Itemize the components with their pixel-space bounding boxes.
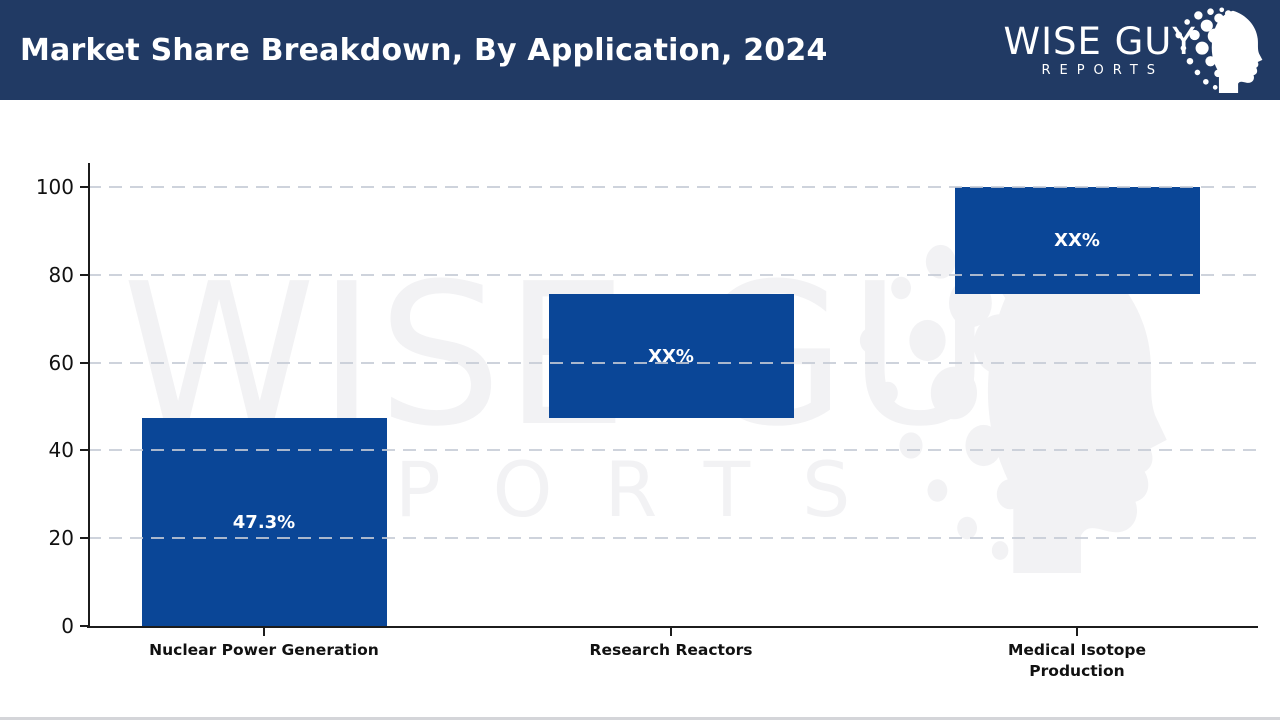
- watermark-face-icon: [859, 229, 1167, 573]
- y-tick-0: [80, 625, 89, 627]
- y-tick-label-0: 0: [61, 614, 74, 638]
- x-category-label: Research Reactors: [589, 641, 753, 659]
- bar-value-label: 47.3%: [232, 511, 296, 533]
- gridline-100: [88, 186, 1258, 188]
- bar-value-label: XX%: [648, 345, 694, 367]
- y-tick-100: [80, 186, 89, 188]
- y-tick-20: [80, 537, 89, 540]
- wiseguy-logo: WISE GUY REPORTS: [1004, 7, 1266, 93]
- y-axis-line: [88, 163, 90, 628]
- y-tick-40: [80, 449, 89, 452]
- x-tick-2: [1076, 628, 1078, 636]
- watermark: WISE GUY REPORTS: [0, 100, 1280, 718]
- gridline-40: [88, 449, 1258, 452]
- gridline-80: [88, 273, 1258, 276]
- x-tick-1: [670, 628, 672, 636]
- y-tick-80: [80, 273, 89, 276]
- wiseguy-logo-text: WISE GUY REPORTS: [1004, 23, 1196, 78]
- page-title: Market Share Breakdown, By Application, …: [20, 32, 828, 68]
- bar-segment: 47.3%: [141, 418, 387, 626]
- y-tick-label-60: 60: [48, 350, 74, 375]
- y-tick-label-80: 80: [48, 262, 74, 287]
- wiseguy-face-icon: [1175, 7, 1263, 93]
- x-tick-0: [263, 628, 265, 636]
- x-category-label: Medical Isotope Production: [1007, 641, 1146, 680]
- y-tick-label-40: 40: [48, 438, 74, 463]
- logo-wordmark: WISE GUY: [1003, 19, 1196, 63]
- bar-segment: XX%: [548, 293, 794, 419]
- bar-segment: XX%: [954, 187, 1200, 294]
- y-tick-label-20: 20: [48, 526, 74, 551]
- waterfall-chart: WISE GUY REPORTS 0 20 40 60 80 100 47.3% XX% XX%…: [0, 100, 1280, 718]
- header-bar: Market Share Breakdown, By Application, …: [0, 0, 1280, 100]
- bottom-rule: [0, 717, 1280, 720]
- logo-subtitle: REPORTS: [1041, 62, 1165, 78]
- gridline-20: [88, 537, 1258, 540]
- x-axis-line: [87, 626, 1258, 628]
- gridline-60: [88, 361, 1258, 364]
- y-tick-60: [80, 361, 89, 364]
- y-tick-label-100: 100: [35, 175, 74, 199]
- bar-value-label: XX%: [1054, 229, 1100, 251]
- x-category-label: Nuclear Power Generation: [149, 641, 379, 659]
